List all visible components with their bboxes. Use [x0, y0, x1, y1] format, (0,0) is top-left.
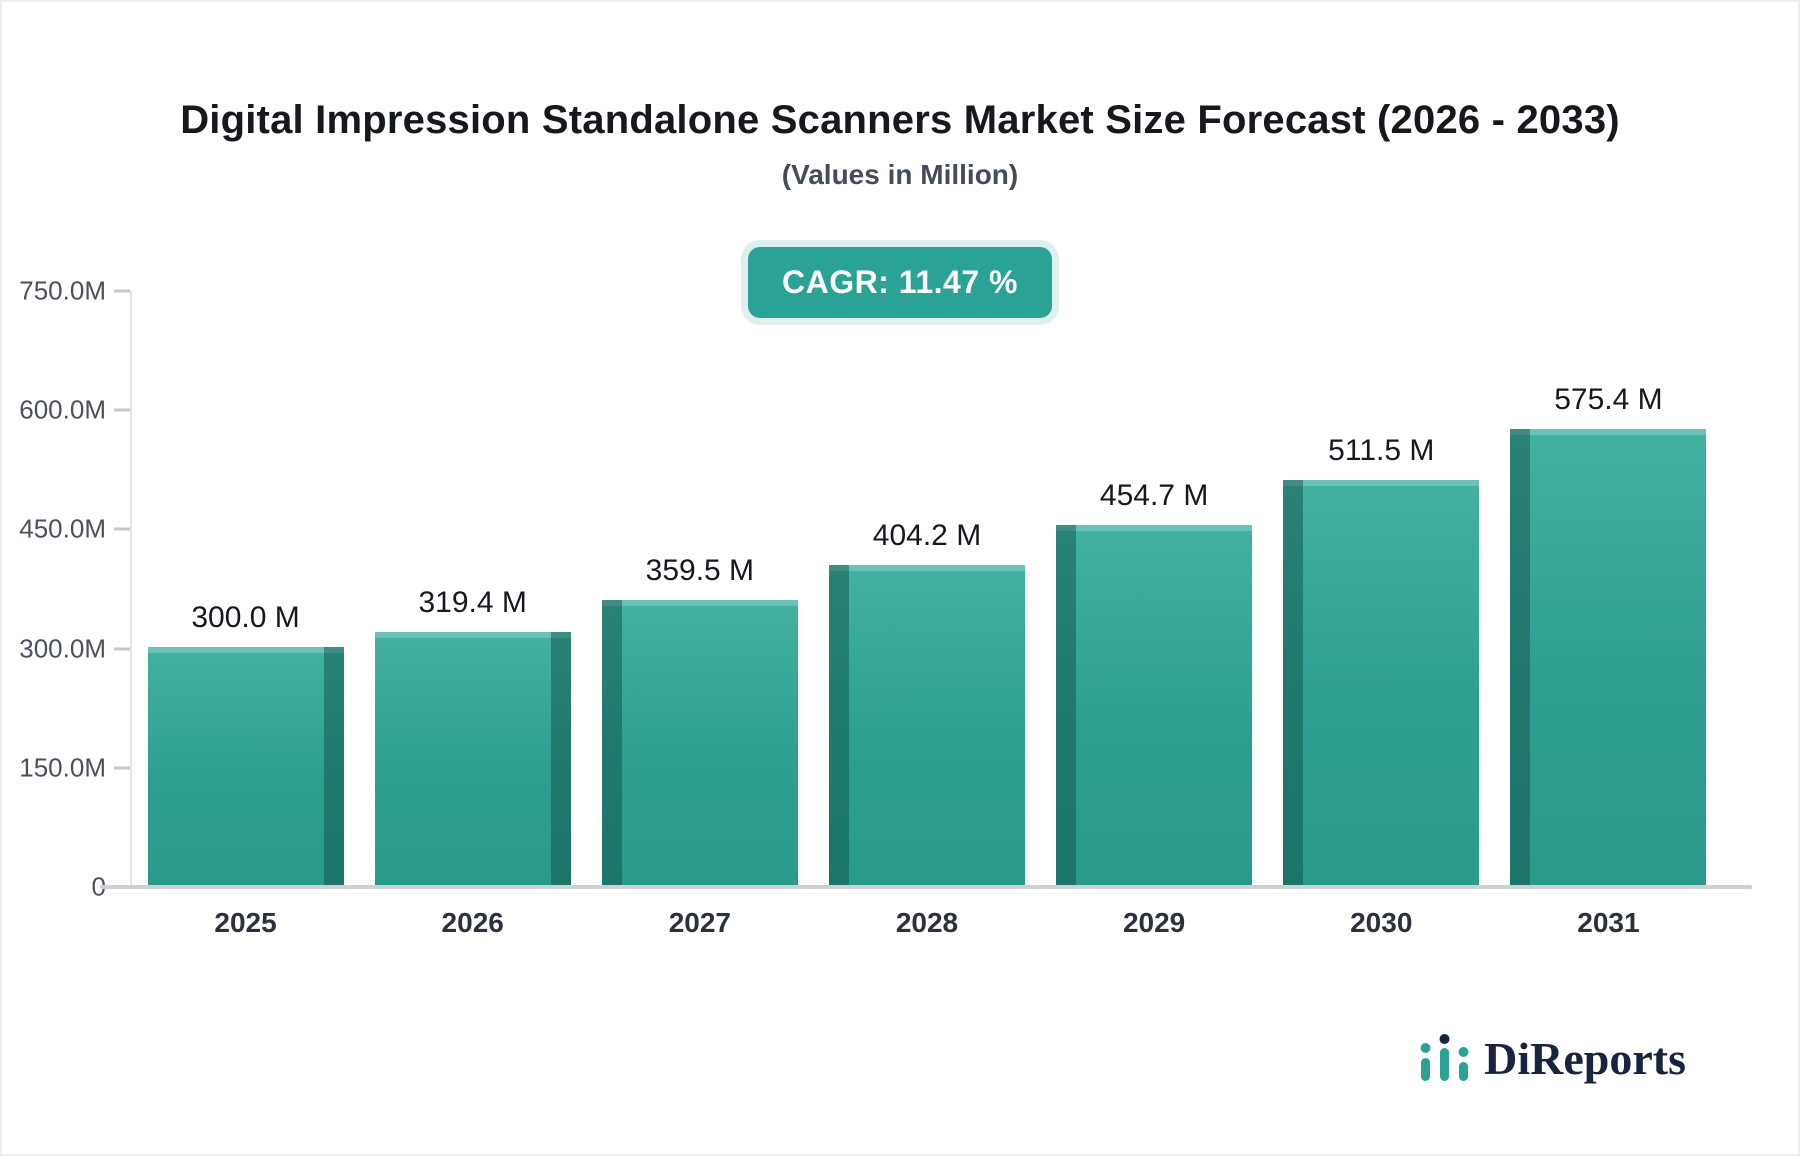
bar-value-label: 575.4 M — [1554, 383, 1663, 417]
bar-group-2025: 300.0 M 2025 — [147, 291, 344, 938]
x-axis-label: 2030 — [1350, 907, 1413, 938]
x-axis-label: 2026 — [441, 907, 504, 938]
y-tick-150: 150.0M — [19, 752, 130, 783]
y-tick-450: 450.0M — [19, 514, 130, 545]
y-tick-mark — [114, 527, 130, 531]
y-tick-mark — [114, 408, 130, 412]
bar-2026: 319.4 M — [374, 586, 571, 885]
mini-bar-chart-icon — [1420, 1033, 1469, 1081]
bar-value-label: 454.7 M — [1099, 478, 1209, 512]
bar-value-label: 300.0 M — [191, 601, 300, 635]
bar-group-2030: 511.5 M 2030 — [1283, 291, 1480, 938]
x-axis-label: 2027 — [668, 907, 731, 938]
bar-group-2026: 319.4 M 2026 — [374, 291, 571, 938]
y-tick-mark — [114, 289, 130, 293]
y-tick-label: 450.0M — [19, 513, 106, 544]
y-tick-label: 300.0M — [19, 633, 106, 664]
bar-value-label: 511.5 M — [1328, 433, 1435, 467]
bar-value-label: 319.4 M — [418, 586, 527, 620]
y-tick-label: 0 — [91, 871, 106, 902]
logo-text: DiReports — [1484, 1033, 1686, 1084]
bar-2027: 359.5 M — [601, 554, 798, 885]
y-tick-600: 600.0M — [19, 395, 130, 426]
bar-2031: 575.4 M — [1510, 383, 1707, 885]
bar-group-2031: 575.4 M 2031 — [1510, 291, 1707, 938]
x-axis-baseline — [100, 885, 1752, 889]
y-tick-label: 150.0M — [19, 752, 106, 783]
y-axis-line — [130, 291, 132, 887]
bar-value-label: 359.5 M — [645, 554, 755, 588]
bar-group-2028: 404.2 M 2028 — [828, 291, 1025, 938]
y-axis: 750.0M 600.0M 450.0M 300.0M 150.0M 0 — [2, 276, 130, 902]
bar-2028: 404.2 M — [828, 519, 1025, 886]
bar-group-2027: 359.5 M 2027 — [601, 291, 798, 938]
bar-2030: 511.5 M — [1283, 434, 1480, 886]
chart-subtitle: (Values in Million) — [781, 159, 1019, 190]
x-axis-label: 2028 — [895, 907, 959, 938]
x-axis-label: 2031 — [1577, 907, 1640, 938]
plot-area: 300.0 M 2025 319.4 M 2026 359.5 M 2027 404.2 M… — [132, 291, 1722, 938]
bar-2025: 300.0 M — [147, 601, 344, 885]
bar-2029: 454.7 M — [1056, 479, 1253, 886]
x-axis-label: 2029 — [1122, 907, 1186, 938]
y-tick-mark — [114, 766, 130, 770]
y-tick-label: 600.0M — [19, 394, 106, 425]
y-tick-300: 300.0M — [19, 633, 130, 664]
y-tick-750: 750.0M — [19, 276, 130, 307]
chart-title: Digital Impression Standalone Scanners M… — [180, 98, 1620, 142]
y-tick-label: 750.0M — [19, 275, 106, 306]
direports-logo: DiReports — [1418, 1032, 1686, 1085]
x-axis-label: 2025 — [214, 907, 277, 938]
y-tick-mark — [114, 647, 130, 651]
cagr-badge-row: CAGR: 11.47 % — [2, 247, 1798, 318]
bar-value-label: 404.2 M — [872, 518, 982, 552]
cagr-badge: CAGR: 11.47 % — [748, 247, 1052, 318]
bar-group-2029: 454.7 M 2029 — [1056, 291, 1253, 938]
